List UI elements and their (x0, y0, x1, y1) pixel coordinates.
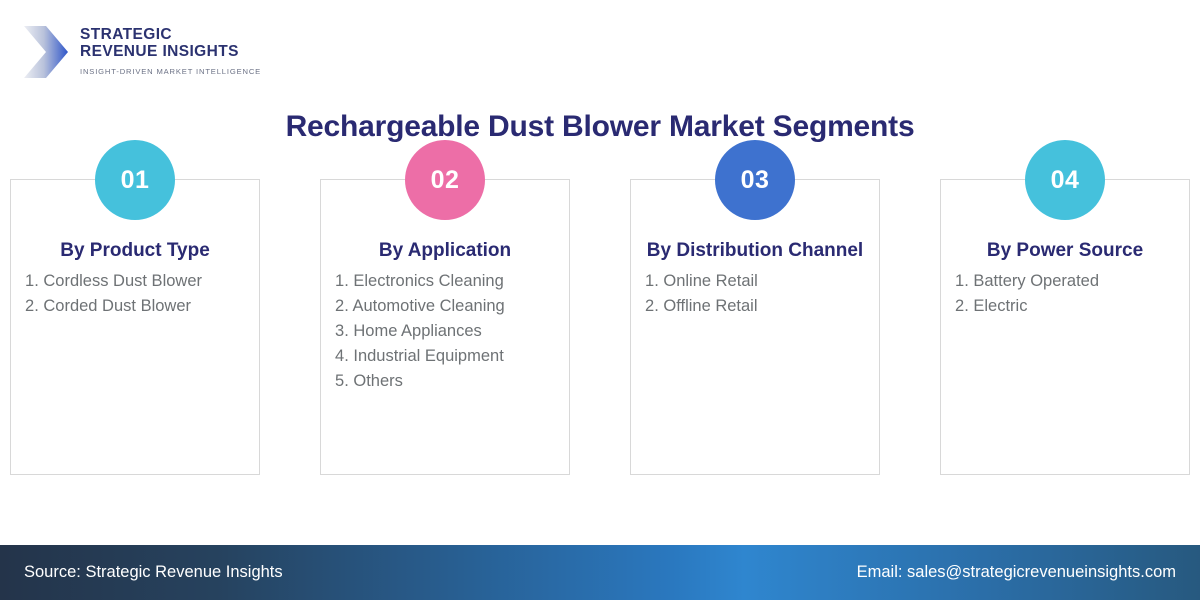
chevron-arrow-icon (24, 26, 68, 78)
segment-card-power-source: 04 By Power Source Battery Operated Elec… (940, 140, 1190, 475)
segment-heading-03: By Distribution Channel (646, 240, 864, 261)
segment-card-distribution-channel: 03 By Distribution Channel Online Retail… (630, 140, 880, 475)
list-item: Cordless Dust Blower (43, 272, 202, 290)
segment-card-application: 02 By Application Electronics Cleaning A… (320, 140, 570, 475)
segment-card-product-type: 01 By Product Type Cordless Dust Blower … (10, 140, 260, 475)
list-item: Automotive Cleaning (352, 297, 505, 315)
segment-badge-04: 04 (1025, 140, 1105, 220)
segments-row: 01 By Product Type Cordless Dust Blower … (10, 140, 1190, 477)
page-title: Rechargeable Dust Blower Market Segments (285, 110, 915, 144)
segment-heading-02: By Application (378, 240, 512, 261)
footer-source: Source: Strategic Revenue Insights (24, 563, 283, 581)
brand-name-line1: STRATEGIC (80, 26, 173, 43)
footer-bar: Source: Strategic Revenue Insights Email… (0, 545, 1200, 600)
brand-tagline: INSIGHT-DRIVEN MARKET INTELLIGENCE (80, 67, 262, 76)
segment-badge-03: 03 (715, 140, 795, 220)
segment-list-03: Online Retail Offline Retail (631, 269, 879, 319)
list-item: Offline Retail (663, 297, 758, 315)
footer-email: Email: sales@strategicrevenueinsights.co… (856, 563, 1176, 581)
segment-list-01: Cordless Dust Blower Corded Dust Blower (11, 269, 259, 319)
list-item: Industrial Equipment (353, 347, 504, 365)
list-item: Electronics Cleaning (353, 272, 504, 290)
segment-list-04: Battery Operated Electric (941, 269, 1189, 319)
segment-heading-01: By Product Type (60, 240, 210, 261)
list-item: Home Appliances (353, 322, 482, 340)
list-item: Corded Dust Blower (43, 297, 192, 315)
brand-name-line2: REVENUE INSIGHTS (80, 43, 239, 60)
list-item: Others (353, 372, 403, 390)
list-item: Electric (973, 297, 1028, 315)
list-item: Battery Operated (973, 272, 1100, 290)
segment-badge-01: 01 (95, 140, 175, 220)
segment-badge-02: 02 (405, 140, 485, 220)
segment-list-02: Electronics Cleaning Automotive Cleaning… (321, 269, 569, 394)
segment-heading-04: By Power Source (986, 240, 1144, 261)
brand-logo: STRATEGIC REVENUE INSIGHTS INSIGHT-DRIVE… (22, 22, 261, 80)
brand-name-block: STRATEGIC REVENUE INSIGHTS INSIGHT-DRIVE… (80, 22, 261, 76)
list-item: Online Retail (663, 272, 758, 290)
